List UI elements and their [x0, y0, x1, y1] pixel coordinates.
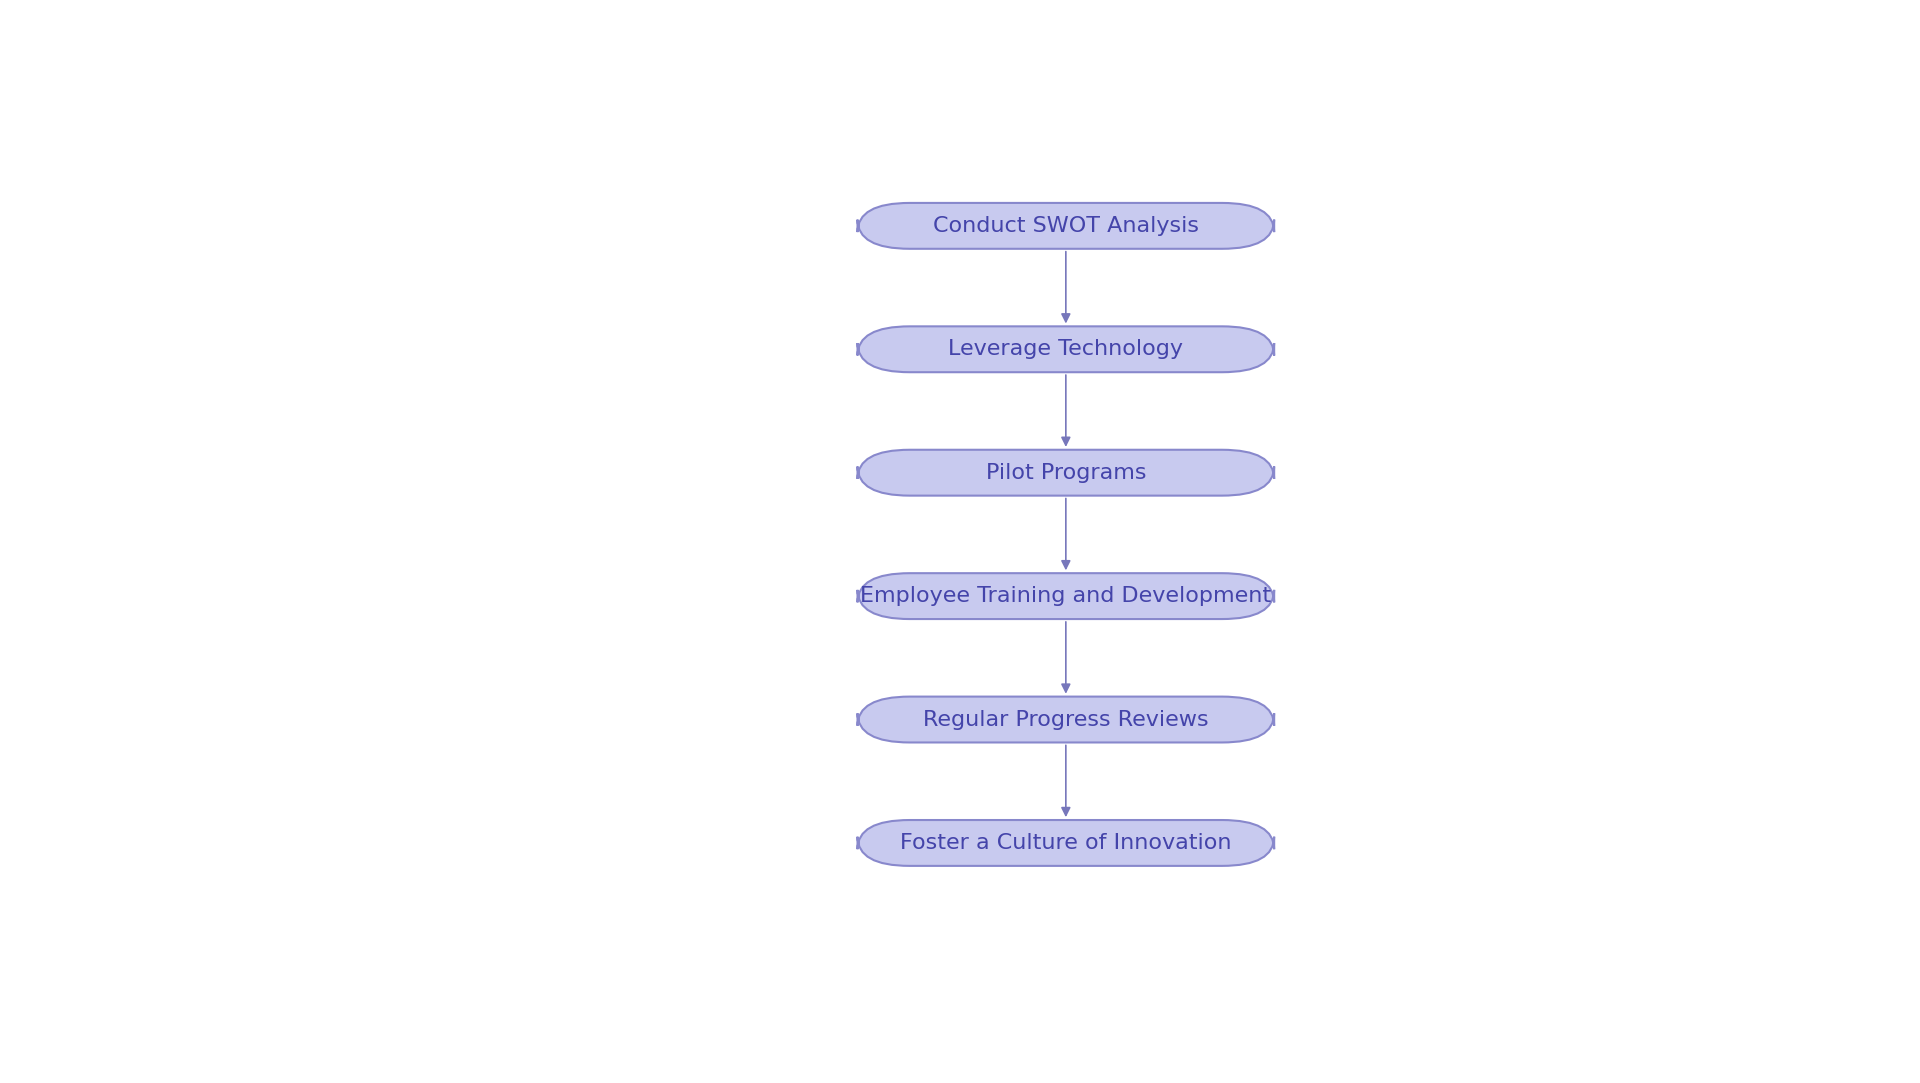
Text: Employee Training and Development: Employee Training and Development — [860, 586, 1271, 606]
Text: Leverage Technology: Leverage Technology — [948, 339, 1183, 360]
FancyBboxPatch shape — [858, 573, 1275, 619]
Text: Regular Progress Reviews: Regular Progress Reviews — [924, 709, 1210, 730]
Text: Conduct SWOT Analysis: Conduct SWOT Analysis — [933, 216, 1198, 236]
FancyBboxPatch shape — [858, 696, 1275, 743]
FancyBboxPatch shape — [858, 326, 1275, 373]
FancyBboxPatch shape — [858, 203, 1275, 249]
Text: Pilot Programs: Pilot Programs — [985, 462, 1146, 483]
Text: Foster a Culture of Innovation: Foster a Culture of Innovation — [900, 833, 1231, 853]
FancyBboxPatch shape — [858, 449, 1275, 496]
FancyBboxPatch shape — [858, 820, 1275, 866]
